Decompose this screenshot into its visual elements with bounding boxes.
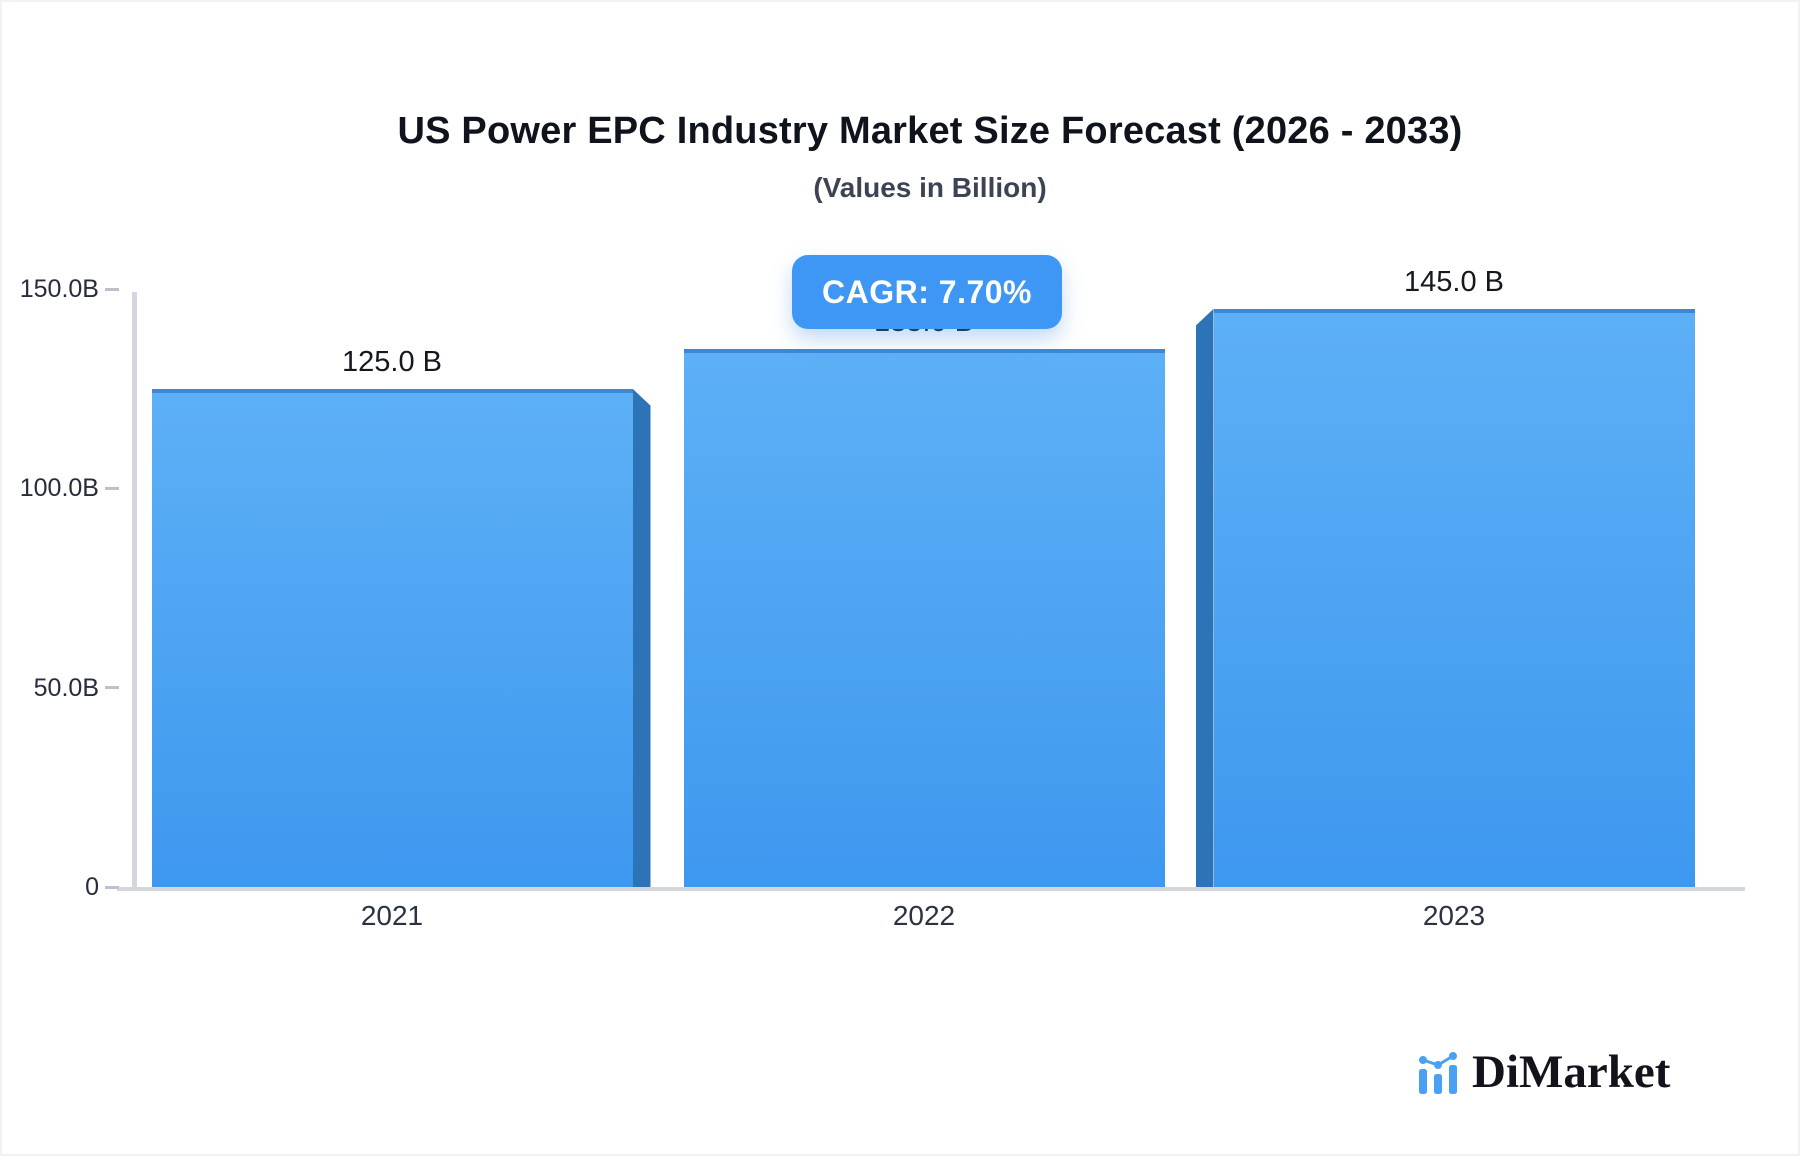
x-axis-label: 2022: [892, 900, 956, 931]
dimarket-logo: DiMarket: [1416, 1044, 1670, 1100]
dimarket-logo-icon: [1419, 1052, 1457, 1094]
y-tick-mark: [105, 885, 119, 889]
y-tick-label: 100.0B: [19, 474, 99, 503]
chart-subtitle: (Values in Billion): [813, 172, 1047, 203]
x-axis-line: [117, 887, 1745, 891]
x-axis-label: 2021: [360, 900, 424, 931]
bar-3d-side: [1195, 308, 1214, 887]
y-tick-label: 150.0B: [19, 275, 99, 303]
bar-3d-side: [632, 388, 651, 887]
bar-2023: [1213, 308, 1695, 887]
y-tick-mark: [105, 686, 119, 690]
y-tick-mark: [105, 486, 119, 490]
bar-2022: [683, 348, 1165, 887]
y-tick-label: 0: [85, 873, 99, 901]
cagr-badge: CAGR: 7.70%: [792, 255, 1062, 329]
bar-value-label: 145.0 B: [1404, 265, 1504, 298]
y-tick-label: 50.0B: [33, 673, 99, 702]
y-tick-mark: [105, 287, 119, 291]
dimarket-logo-text: DiMarket: [1472, 1046, 1671, 1098]
chart-title: US Power EPC Industry Market Size Foreca…: [397, 110, 1463, 152]
bar-value-label: 125.0 B: [342, 345, 442, 378]
x-axis-label: 2023: [1422, 900, 1486, 931]
cagr-badge-label: CAGR: 7.70%: [822, 273, 1032, 310]
y-axis-line: [132, 292, 137, 889]
bar-2021: [151, 388, 633, 887]
